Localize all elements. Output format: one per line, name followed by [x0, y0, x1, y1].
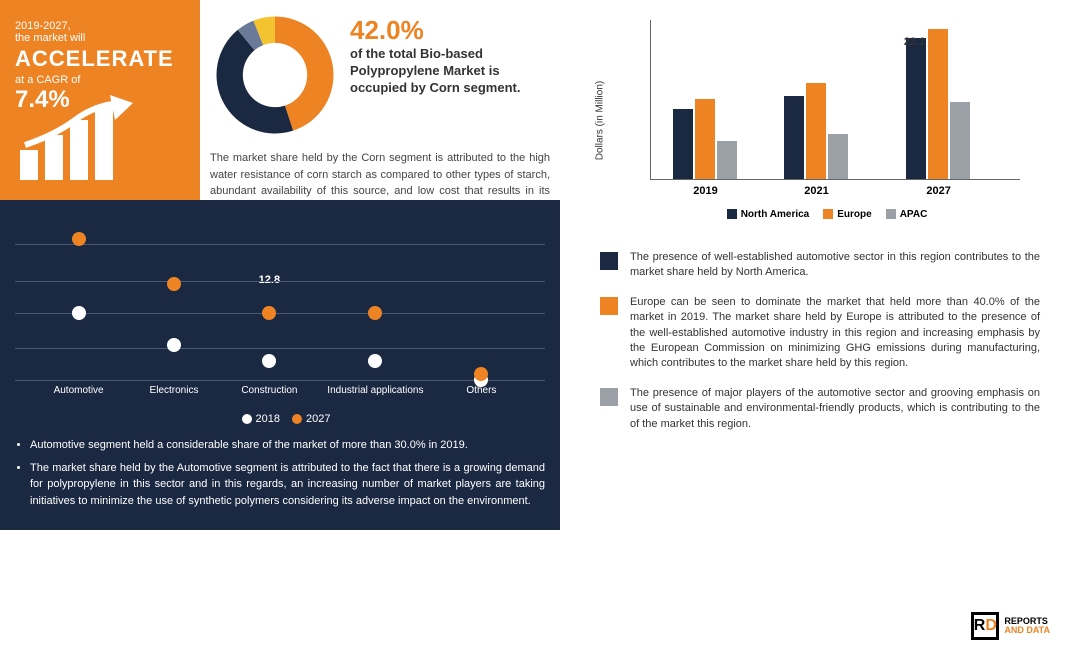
bar [906, 38, 926, 179]
bar-chart: Dollars (in Million) 22.1 201920212027 N… [610, 20, 1030, 210]
accelerate-text: ACCELERATE [15, 46, 185, 72]
bar-annotation: 22.1 [904, 36, 925, 48]
accelerate-panel: 2019-2027, the market will ACCELERATE at… [0, 0, 200, 200]
bullet-item: Automotive segment held a considerable s… [30, 437, 545, 454]
donut-chart [210, 10, 340, 140]
logo-line2: AND DATA [1004, 626, 1050, 635]
region-note: The presence of well-established automot… [600, 250, 1040, 281]
bar [828, 134, 848, 179]
region-swatch [600, 297, 618, 315]
bar-x-axis: 2019 2021 2027 [650, 185, 1020, 200]
scatter-panel: 12.8 Automotive Electronics Construction In… [0, 200, 560, 530]
bar [950, 102, 970, 179]
scatter-x-label: Automotive [54, 385, 104, 396]
scatter-legend: 20182027 [15, 413, 545, 425]
scatter-x-label: Electronics [150, 385, 199, 396]
region-text: Europe can be seen to dominate the marke… [630, 295, 1040, 372]
bar [717, 141, 737, 179]
region-note: The presence of major players of the aut… [600, 386, 1040, 432]
scatter-bullets: Automotive segment held a considerable s… [15, 437, 545, 509]
donut-label: of the total Bio-based Polypropylene Mar… [350, 46, 550, 97]
region-swatch [600, 388, 618, 406]
scatter-dot [167, 277, 181, 291]
bar [928, 29, 948, 179]
scatter-dot [72, 306, 86, 320]
scatter-x-label: Others [466, 385, 496, 396]
scatter-dot [474, 367, 488, 381]
scatter-dot [262, 306, 276, 320]
scatter-x-label: Construction [241, 385, 297, 396]
bar-legend: North AmericaEuropeAPAC [610, 209, 1030, 220]
scatter-dot [72, 232, 86, 246]
donut-percentage: 42.0% [350, 15, 550, 46]
bar [784, 96, 804, 179]
bullet-item: The market share held by the Automotive … [30, 460, 545, 510]
bar [673, 109, 693, 179]
region-text: The presence of well-established automot… [630, 250, 1040, 281]
period-text: 2019-2027, [15, 20, 185, 32]
bar-x-label: 2027 [926, 185, 950, 197]
scatter-x-axis: Automotive Electronics Construction Industr… [15, 385, 545, 405]
line2-text: the market will [15, 32, 185, 44]
region-notes: The presence of well-established automot… [600, 250, 1040, 446]
bar [695, 99, 715, 179]
growth-chart-icon [15, 95, 135, 185]
bar-x-label: 2021 [804, 185, 828, 197]
region-text: The presence of major players of the aut… [630, 386, 1040, 432]
scatter-dot [368, 354, 382, 368]
scatter-dot [167, 338, 181, 352]
scatter-dot [368, 306, 382, 320]
bar [806, 83, 826, 179]
scatter-dot [262, 354, 276, 368]
region-swatch [600, 252, 618, 270]
bar-x-label: 2019 [693, 185, 717, 197]
logo-text: REPORTS AND DATA [1004, 617, 1050, 635]
region-note: Europe can be seen to dominate the marke… [600, 295, 1040, 372]
bar-plot-area: 22.1 [650, 20, 1020, 180]
reports-and-data-logo: RD REPORTS AND DATA [971, 612, 1050, 640]
cagr-at-text: at a CAGR of [15, 74, 185, 86]
scatter-plot: 12.8 [15, 220, 545, 380]
bar-y-label: Dollars (in Million) [595, 81, 606, 160]
logo-icon: RD [971, 612, 999, 640]
scatter-x-label: Industrial applications [327, 385, 423, 396]
